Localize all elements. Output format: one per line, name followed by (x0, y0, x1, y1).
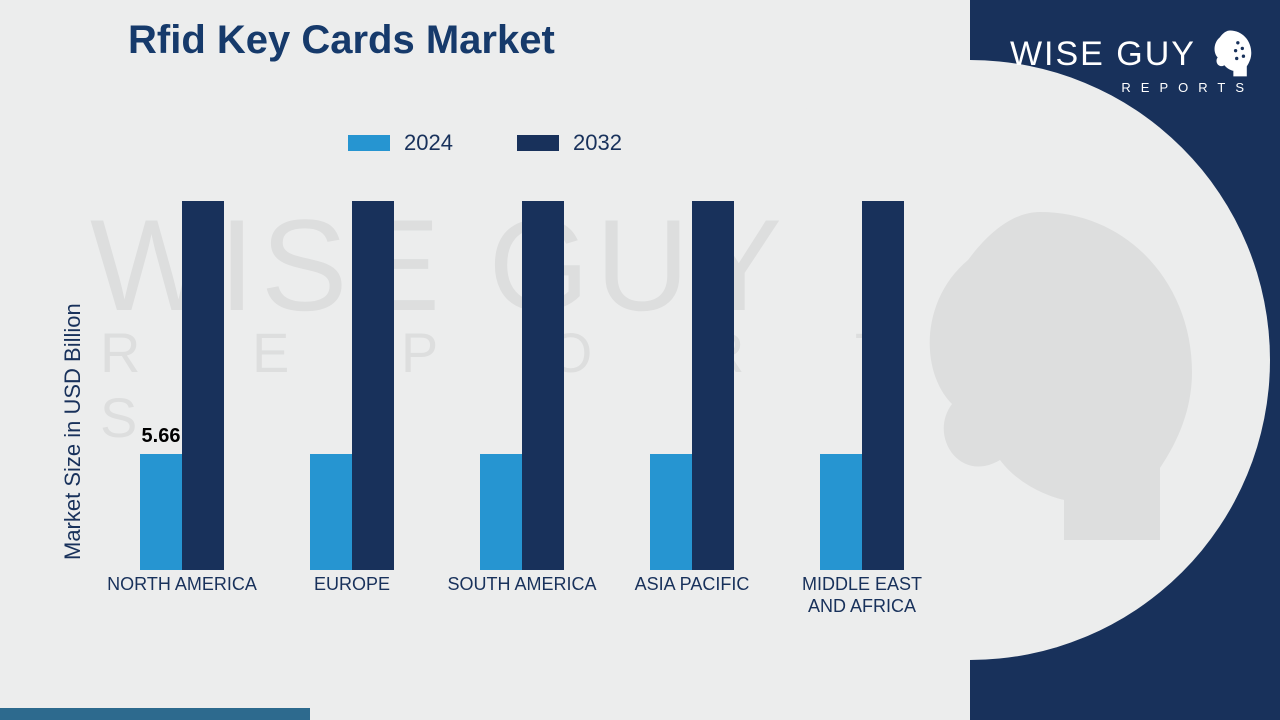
chart-stage: WISE GUY REPORTS WISE GUY R E P O R T S … (0, 0, 1280, 720)
brand-logo: WISE GUY REPORTS (1010, 26, 1258, 95)
bar (352, 201, 394, 570)
chart-title: Rfid Key Cards Market (128, 18, 555, 63)
bar-value-label: 5.66 (131, 425, 191, 448)
y-axis-label: Market Size in USD Billion (60, 303, 86, 560)
x-axis-category: EUROPE (277, 574, 427, 596)
brand-sub-text: REPORTS (1010, 80, 1258, 95)
bottom-accent-bar (0, 708, 310, 720)
legend-label-2024: 2024 (404, 130, 453, 156)
x-axis-category: NORTH AMERICA (107, 574, 257, 596)
bar (862, 201, 904, 570)
bar (692, 201, 734, 570)
legend-item-2032: 2032 (517, 130, 622, 156)
legend-label-2032: 2032 (573, 130, 622, 156)
bar (480, 454, 522, 570)
legend-swatch-2024 (348, 135, 390, 151)
bar (182, 201, 224, 570)
x-axis-category: ASIA PACIFIC (617, 574, 767, 596)
bar (310, 454, 352, 570)
head-icon (1202, 26, 1258, 82)
brand-main-text: WISE GUY (1010, 35, 1196, 74)
bar (650, 454, 692, 570)
bar (522, 201, 564, 570)
x-axis-category: MIDDLE EAST AND AFRICA (787, 574, 937, 617)
legend: 2024 2032 (0, 130, 970, 156)
bar (820, 454, 862, 570)
legend-swatch-2032 (517, 135, 559, 151)
chart-plot-area: 5.66 (100, 160, 960, 570)
bar (140, 454, 182, 570)
legend-item-2024: 2024 (348, 130, 453, 156)
x-axis-category: SOUTH AMERICA (447, 574, 597, 596)
